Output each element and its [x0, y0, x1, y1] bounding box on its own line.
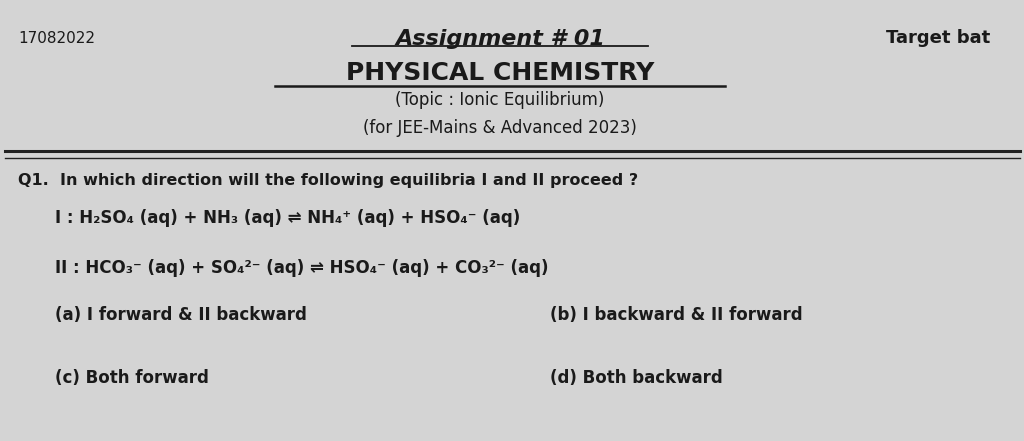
Text: (d) Both backward: (d) Both backward [550, 369, 723, 387]
Text: PHYSICAL CHEMISTRY: PHYSICAL CHEMISTRY [346, 61, 654, 85]
Text: I : H₂SO₄ (aq) + NH₃ (aq) ⇌ NH₄⁺ (aq) + HSO₄⁻ (aq): I : H₂SO₄ (aq) + NH₃ (aq) ⇌ NH₄⁺ (aq) + … [55, 209, 520, 227]
Text: II : HCO₃⁻ (aq) + SO₄²⁻ (aq) ⇌ HSO₄⁻ (aq) + CO₃²⁻ (aq): II : HCO₃⁻ (aq) + SO₄²⁻ (aq) ⇌ HSO₄⁻ (aq… [55, 259, 549, 277]
Text: (Topic : Ionic Equilibrium): (Topic : Ionic Equilibrium) [395, 91, 605, 109]
Text: Target bat: Target bat [886, 29, 990, 47]
Text: (c) Both forward: (c) Both forward [55, 369, 209, 387]
Text: 17082022: 17082022 [18, 31, 95, 46]
Text: (b) I backward & II forward: (b) I backward & II forward [550, 306, 803, 324]
Text: Q1.  In which direction will the following equilibria I and II proceed ?: Q1. In which direction will the followin… [18, 173, 638, 188]
Text: Assignment # 01: Assignment # 01 [395, 29, 605, 49]
Text: (a) I forward & II backward: (a) I forward & II backward [55, 306, 307, 324]
Text: (for JEE-Mains & Advanced 2023): (for JEE-Mains & Advanced 2023) [364, 119, 637, 137]
